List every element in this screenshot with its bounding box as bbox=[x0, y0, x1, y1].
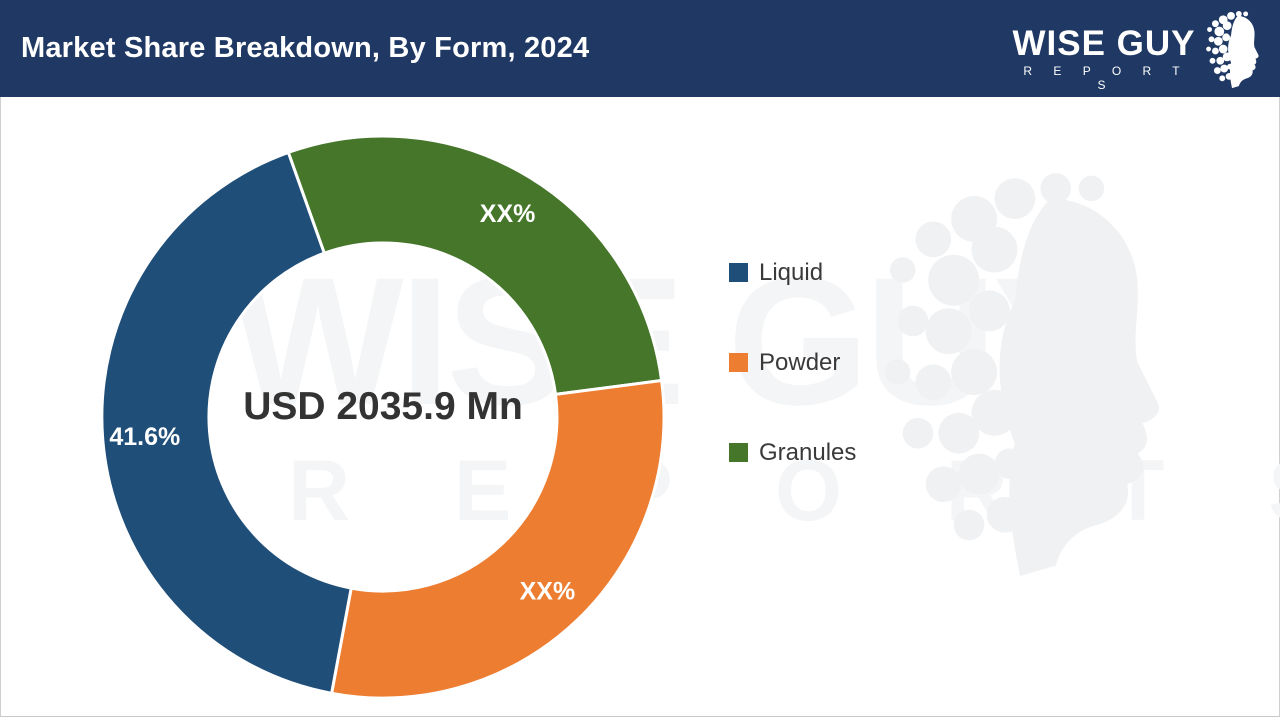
brand-name: WISE GUY bbox=[1012, 24, 1196, 63]
slice-label-powder: XX% bbox=[520, 578, 576, 606]
legend-item-liquid: Liquid bbox=[729, 259, 856, 286]
donut-segment-powder bbox=[330, 379, 666, 700]
brand-subname: R E P O R T S bbox=[1023, 64, 1189, 92]
legend-item-powder: Powder bbox=[729, 349, 856, 376]
slice-label-granules: XX% bbox=[480, 200, 536, 228]
legend-swatch-icon bbox=[729, 263, 748, 282]
chart-legend: Liquid Powder Granules bbox=[729, 259, 857, 533]
chart-center-value: USD 2035.9 Mn bbox=[243, 385, 523, 428]
watermark-face-icon bbox=[884, 173, 1160, 576]
slice-label-liquid: 41.6% bbox=[109, 423, 180, 451]
donut-segment-granules bbox=[286, 134, 664, 396]
legend-swatch-icon bbox=[729, 443, 748, 462]
brand-logo: WISE GUY R E P O R T S bbox=[1012, 6, 1262, 92]
legend-item-label: Granules bbox=[759, 439, 857, 466]
dotted-face-icon bbox=[1206, 10, 1259, 89]
legend-swatch-icon bbox=[729, 353, 748, 372]
page-title: Market Share Breakdown, By Form, 2024 bbox=[21, 32, 590, 64]
legend-item-label: Liquid bbox=[759, 259, 824, 286]
header-bar: Market Share Breakdown, By Form, 2024 WI… bbox=[0, 0, 1280, 97]
brand-logo-text: WISE GUY R E P O R T S bbox=[1012, 24, 1196, 93]
donut-segment-liquid bbox=[100, 150, 353, 695]
legend-item-granules: Granules bbox=[729, 439, 857, 466]
legend-item-label: Powder bbox=[759, 349, 841, 376]
